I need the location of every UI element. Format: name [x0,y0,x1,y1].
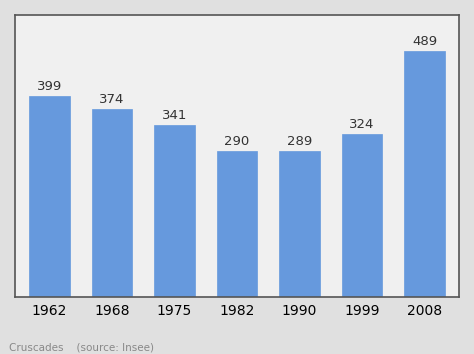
Bar [279,152,320,297]
Text: 399: 399 [37,80,62,93]
Text: 341: 341 [162,109,187,122]
Text: 290: 290 [224,135,250,148]
Bar [404,51,445,297]
Bar [217,151,257,297]
Bar [29,96,70,297]
Bar [154,125,195,297]
Text: Cruscades    (source: Insee): Cruscades (source: Insee) [9,342,155,352]
Text: 289: 289 [287,135,312,148]
Text: 374: 374 [99,93,125,105]
Text: 324: 324 [349,118,375,131]
Bar [342,134,383,297]
Bar [91,109,132,297]
Text: 489: 489 [412,35,437,48]
